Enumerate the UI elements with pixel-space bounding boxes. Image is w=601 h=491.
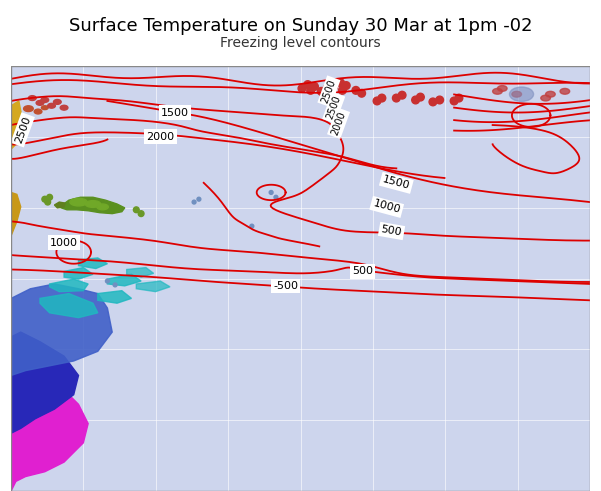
Text: 1000: 1000 — [50, 238, 78, 247]
Polygon shape — [79, 258, 108, 269]
Ellipse shape — [70, 198, 87, 206]
Ellipse shape — [47, 104, 55, 108]
Text: 500: 500 — [380, 224, 403, 238]
Polygon shape — [50, 279, 88, 292]
Ellipse shape — [34, 109, 42, 114]
Circle shape — [197, 197, 201, 201]
Ellipse shape — [85, 201, 100, 207]
Circle shape — [343, 82, 350, 89]
Circle shape — [106, 279, 109, 283]
Circle shape — [304, 81, 311, 88]
Ellipse shape — [53, 100, 61, 104]
Text: 2500: 2500 — [325, 94, 343, 121]
Circle shape — [352, 86, 360, 94]
Ellipse shape — [97, 204, 108, 210]
Ellipse shape — [41, 106, 48, 109]
Circle shape — [450, 97, 458, 105]
Circle shape — [269, 191, 273, 194]
Circle shape — [274, 195, 278, 199]
Polygon shape — [64, 268, 93, 279]
Polygon shape — [98, 291, 132, 303]
Ellipse shape — [560, 88, 570, 94]
Circle shape — [338, 86, 346, 94]
Circle shape — [250, 224, 254, 228]
Text: -500: -500 — [273, 281, 298, 291]
Text: 2500: 2500 — [13, 115, 32, 145]
Polygon shape — [11, 332, 79, 433]
Polygon shape — [136, 281, 170, 292]
Circle shape — [133, 207, 139, 213]
Ellipse shape — [28, 96, 36, 101]
Polygon shape — [55, 202, 65, 208]
Circle shape — [47, 194, 52, 200]
Text: 1000: 1000 — [372, 198, 401, 216]
Circle shape — [330, 82, 338, 90]
Text: 500: 500 — [352, 267, 373, 276]
Circle shape — [45, 199, 50, 205]
Polygon shape — [40, 294, 98, 318]
Ellipse shape — [60, 105, 68, 110]
Polygon shape — [11, 101, 23, 202]
Circle shape — [337, 79, 344, 86]
Ellipse shape — [498, 85, 507, 91]
Text: 2000: 2000 — [146, 132, 174, 141]
Ellipse shape — [512, 91, 522, 97]
Circle shape — [192, 200, 196, 204]
Ellipse shape — [23, 106, 33, 111]
Ellipse shape — [493, 88, 502, 94]
Text: 1500: 1500 — [161, 108, 189, 117]
Circle shape — [412, 96, 419, 104]
Polygon shape — [11, 192, 20, 241]
Circle shape — [358, 89, 365, 97]
Text: 2000: 2000 — [329, 110, 347, 136]
Polygon shape — [108, 274, 141, 286]
Circle shape — [398, 91, 406, 99]
Circle shape — [113, 283, 117, 287]
Polygon shape — [61, 197, 125, 214]
Circle shape — [416, 93, 424, 101]
Circle shape — [42, 196, 47, 202]
Polygon shape — [11, 284, 112, 376]
Circle shape — [311, 82, 319, 90]
Circle shape — [378, 94, 386, 102]
Text: 1500: 1500 — [382, 174, 411, 191]
Circle shape — [373, 97, 381, 105]
Text: Freezing level contours: Freezing level contours — [220, 36, 381, 50]
Circle shape — [436, 96, 444, 104]
Circle shape — [317, 87, 325, 95]
Text: Surface Temperature on Sunday 30 Mar at 1pm -02: Surface Temperature on Sunday 30 Mar at … — [69, 17, 532, 34]
Ellipse shape — [546, 91, 555, 97]
Text: 2500: 2500 — [320, 78, 338, 105]
Circle shape — [307, 86, 314, 94]
Ellipse shape — [36, 101, 44, 105]
Ellipse shape — [41, 98, 49, 103]
Circle shape — [138, 211, 144, 217]
Circle shape — [392, 94, 400, 102]
Ellipse shape — [541, 95, 551, 101]
Polygon shape — [127, 268, 154, 277]
Circle shape — [298, 84, 306, 92]
Polygon shape — [11, 376, 88, 491]
Circle shape — [455, 94, 463, 102]
Circle shape — [323, 84, 331, 92]
Circle shape — [429, 98, 437, 106]
Circle shape — [320, 90, 328, 98]
Ellipse shape — [510, 87, 534, 102]
